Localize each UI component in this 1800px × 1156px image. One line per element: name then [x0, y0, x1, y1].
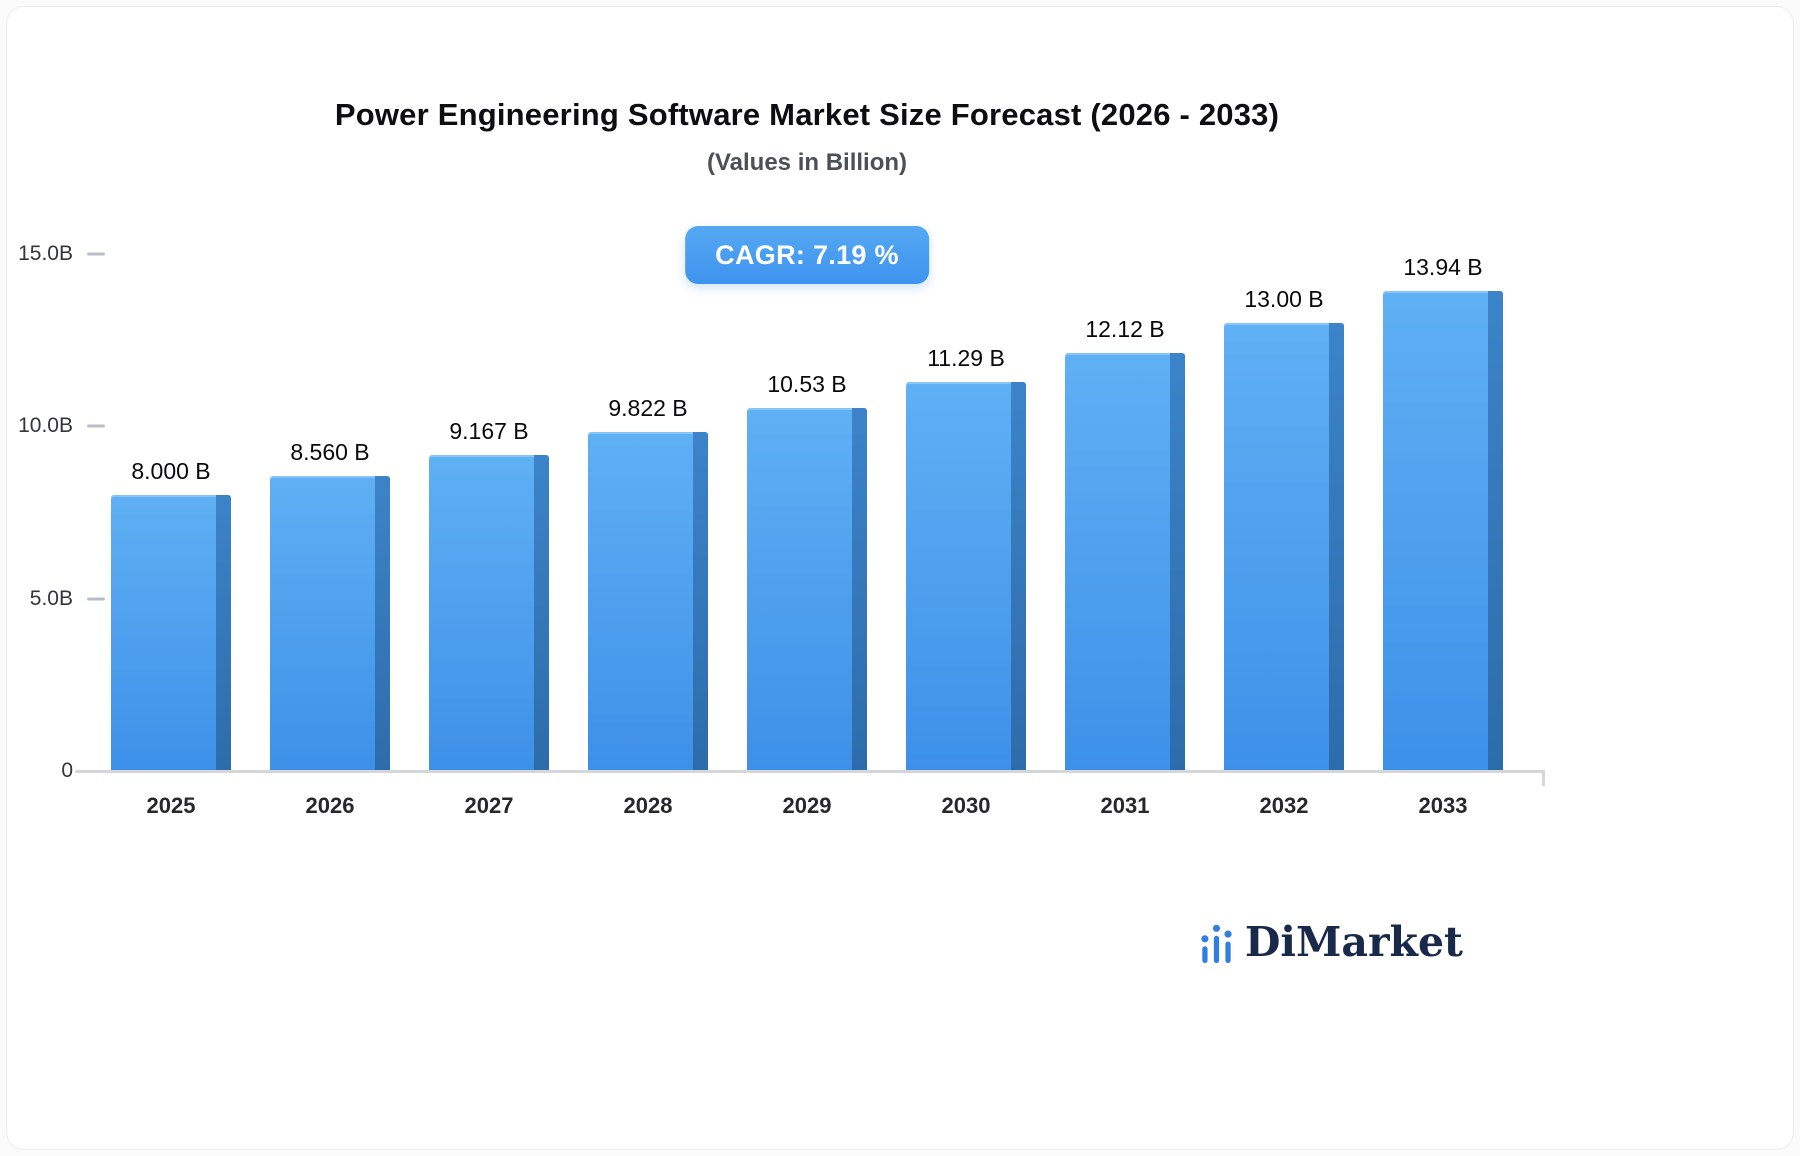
bar[interactable]: [1383, 291, 1503, 771]
x-axis-label: 2025: [146, 793, 196, 818]
x-axis-label: 2029: [782, 793, 832, 818]
bar[interactable]: [270, 475, 390, 772]
bar-group: 10.53 B 2029: [747, 254, 867, 818]
bar-chart: CAGR: 7.19 % 8.000 B 2025 8.560 B 2026 9.167…: [18, 226, 1545, 818]
bar[interactable]: [1065, 353, 1185, 771]
bar-group: 13.00 B 2032: [1224, 254, 1344, 818]
bars: 8.000 B 2025 8.560 B 2026 9.167 B 2027 9.822 B…: [87, 254, 1527, 818]
x-axis-label: 2031: [1100, 793, 1150, 818]
bar-value-label: 13.00 B: [1244, 285, 1324, 312]
chart-card: Power Engineering Software Market Size F…: [6, 6, 1794, 1150]
bar[interactable]: [588, 432, 708, 771]
cagr-badge: CAGR: 7.19 %: [685, 226, 929, 284]
bar-value-label: 10.53 B: [767, 371, 847, 398]
bar-value-label: 11.29 B: [927, 344, 1005, 371]
page-title: Power Engineering Software Market Size F…: [334, 97, 1280, 132]
brand-name: DiMarket: [1244, 918, 1463, 966]
bar-value-label: 13.94 B: [1403, 254, 1483, 280]
x-axis-label: 2027: [464, 793, 514, 818]
bar-group: 11.29 B 2030: [906, 254, 1026, 818]
bar[interactable]: [747, 408, 867, 771]
bar[interactable]: [1224, 322, 1344, 772]
x-axis-label: 2032: [1259, 793, 1309, 818]
bar-value-label: 9.822 B: [608, 395, 688, 422]
chart-bars-icon: [1201, 924, 1232, 963]
x-axis-label: 2033: [1418, 793, 1468, 818]
x-axis-label: 2030: [941, 793, 991, 818]
x-axis-label: 2026: [305, 793, 355, 818]
bar-group: 9.167 B 2027: [429, 254, 549, 818]
x-axis-label: 2028: [623, 793, 673, 818]
y-axis-label: 10.0B: [18, 414, 73, 438]
y-axis-tick: [87, 424, 105, 428]
bar-group: 8.000 B 2025: [111, 254, 231, 818]
bar-group: 8.560 B 2026: [270, 254, 390, 818]
bar-value-label: 8.000 B: [131, 458, 211, 485]
bar[interactable]: [906, 381, 1026, 772]
bar-value-label: 9.167 B: [449, 418, 529, 445]
page-subtitle: (Values in Billion): [706, 149, 908, 176]
y-axis-tick: [87, 252, 105, 256]
y-axis-label: 0: [61, 759, 73, 782]
bar-group: 12.12 B 2031: [1065, 254, 1185, 818]
bar-group: 13.94 B 2033: [1383, 254, 1503, 818]
y-axis-label: 5.0B: [29, 586, 73, 610]
y-axis-tick: [87, 597, 105, 601]
bar-value-label: 8.560 B: [290, 438, 370, 465]
bar-group: 9.822 B 2028: [588, 254, 708, 818]
y-axis-label: 15.0B: [18, 242, 73, 265]
bar[interactable]: [111, 495, 231, 771]
bar[interactable]: [429, 455, 549, 771]
bar-value-label: 12.12 B: [1085, 316, 1165, 343]
x-axis-baseline: [75, 770, 1545, 786]
brand-logo: DiMarket: [1199, 921, 1463, 963]
